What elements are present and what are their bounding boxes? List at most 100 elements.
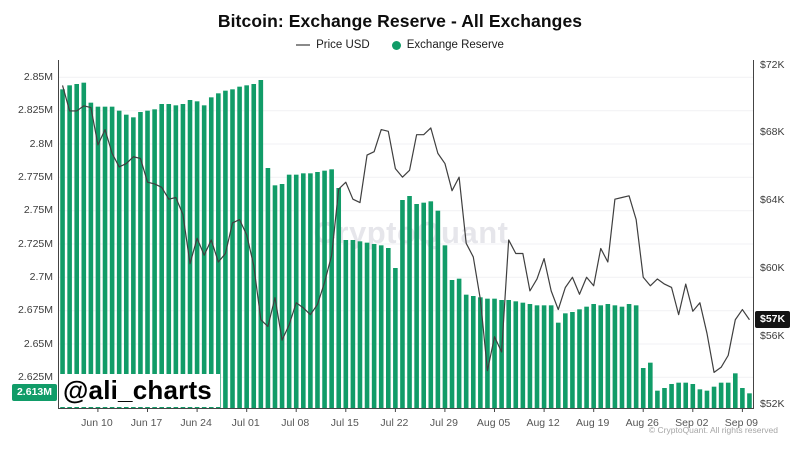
reserve-bar — [548, 305, 554, 408]
reserve-bar — [407, 196, 412, 408]
x-axis-tick-label: Jul 29 — [429, 417, 458, 429]
legend-reserve-label: Exchange Reserve — [406, 39, 504, 51]
reserve-bar — [648, 362, 653, 408]
reserve-bar — [640, 368, 646, 408]
reserve-bar — [527, 304, 533, 408]
reserve-bar — [718, 382, 724, 408]
reserve-bar — [725, 382, 731, 408]
reserve-bar — [513, 301, 519, 408]
reserve-bar — [414, 204, 419, 408]
x-axis-tick-label: Jul 22 — [380, 417, 409, 429]
right-axis-tick-label: $72K — [760, 58, 785, 71]
reserve-bar — [499, 300, 504, 408]
reserve-bar — [138, 112, 143, 408]
reserve-bar — [733, 373, 738, 408]
left-axis-tick-label: 2.725M — [17, 237, 53, 250]
reserve-bar — [258, 80, 264, 408]
x-axis-tick-label: Aug 19 — [576, 417, 610, 429]
reserve-bar — [102, 106, 108, 409]
reserve-bar — [442, 245, 448, 408]
reserve-bar — [60, 89, 65, 408]
x-axis-tick-label: Aug 12 — [526, 417, 560, 429]
reserve-bar — [421, 202, 426, 408]
reserve-bar — [386, 248, 391, 408]
legend-price-label: Price USD — [316, 39, 370, 51]
reserve-bar — [506, 300, 511, 408]
left-axis-tick-label: 2.775M — [17, 170, 53, 183]
reserve-bar — [364, 242, 370, 408]
reserve-bar — [194, 101, 200, 408]
left-axis-tick-label: 2.75M — [23, 204, 53, 217]
x-axis-tick-label: Sep 02 — [675, 417, 709, 429]
reserve-bar — [166, 104, 172, 408]
reserve-bar — [350, 240, 356, 408]
reserve-bar — [109, 106, 115, 409]
x-axis-tick-label: Jul 01 — [231, 417, 260, 429]
reserve-bar — [123, 114, 129, 409]
reserve-bar — [308, 173, 313, 408]
reserve-bar — [216, 93, 221, 408]
reserve-bar — [747, 393, 752, 408]
x-axis-tick-label: Aug 05 — [476, 417, 511, 429]
legend-item-reserve[interactable]: Exchange Reserve — [391, 39, 504, 51]
reserve-bar — [293, 174, 299, 408]
reserve-bar — [570, 312, 575, 408]
right-axis-tick-label: $52K — [760, 398, 785, 411]
price-line — [61, 85, 750, 373]
reserve-bar — [683, 382, 689, 408]
reserve-bar — [541, 305, 547, 408]
x-axis-tick-label: Jul 08 — [281, 417, 310, 429]
reserve-bar — [662, 388, 667, 408]
reserve-bar — [272, 185, 278, 408]
reserve-bar — [598, 305, 604, 408]
copyright-text: © CryptoQuant. All rights reserved — [648, 425, 778, 435]
reserve-bar — [584, 306, 589, 408]
x-axis-tick-label: Jun 10 — [81, 417, 113, 429]
reserve-bar — [357, 241, 363, 408]
reserve-bar — [279, 184, 285, 408]
reserve-bar — [470, 296, 476, 408]
reserve-bar — [159, 104, 164, 408]
reserve-bar — [152, 109, 157, 408]
right-axis-tick-label: $64K — [760, 194, 785, 207]
left-axis-tick-label: 2.65M — [23, 337, 53, 350]
reserve-dot-marker-icon — [391, 40, 401, 50]
chart-title: Bitcoin: Exchange Reserve - All Exchange… — [217, 11, 583, 31]
right-axis-tick-label: $60K — [760, 262, 785, 275]
reserve-bar — [449, 280, 455, 408]
reserve-bar — [301, 173, 306, 408]
reserve-bar — [711, 386, 717, 408]
reserve-bar — [485, 298, 490, 408]
plot-area: CryptoQuant — [58, 60, 754, 412]
reserve-bar — [393, 268, 398, 408]
x-axis-tick-label: Jun 17 — [130, 417, 163, 429]
left-axis-tick-label: 2.85M — [23, 70, 53, 83]
legend-item-price[interactable]: Price USD — [296, 39, 370, 51]
reserve-bar — [131, 117, 136, 408]
reserve-bar — [619, 306, 625, 408]
reserve-bar — [591, 304, 596, 408]
reserve-bar — [244, 85, 249, 408]
reserve-bar — [173, 105, 179, 408]
price-line-marker-icon — [296, 44, 311, 46]
reserve-bar — [435, 210, 441, 408]
price-current-value-badge: $57K — [755, 310, 791, 328]
reserve-bar — [187, 100, 193, 408]
author-handle: @ali_charts — [59, 374, 220, 407]
reserve-bar — [286, 174, 292, 408]
reserve-bar — [251, 84, 257, 408]
reserve-bar — [478, 297, 483, 408]
reserve-bar — [633, 305, 639, 408]
left-axis-tick-label: 2.825M — [17, 104, 53, 117]
left-axis-tick-label: 2.675M — [17, 304, 53, 317]
reserve-bar — [740, 388, 745, 408]
reserve-current-value-badge: 2.613M — [11, 384, 57, 402]
reserve-bar — [428, 201, 434, 408]
reserve-bar — [74, 84, 79, 408]
legend: Price USD Exchange Reserve — [0, 39, 800, 51]
x-axis-tick-label: Jun 24 — [180, 417, 212, 429]
reserve-bar — [329, 169, 334, 408]
reserve-bar — [315, 172, 320, 408]
reserve-bar — [697, 389, 703, 408]
